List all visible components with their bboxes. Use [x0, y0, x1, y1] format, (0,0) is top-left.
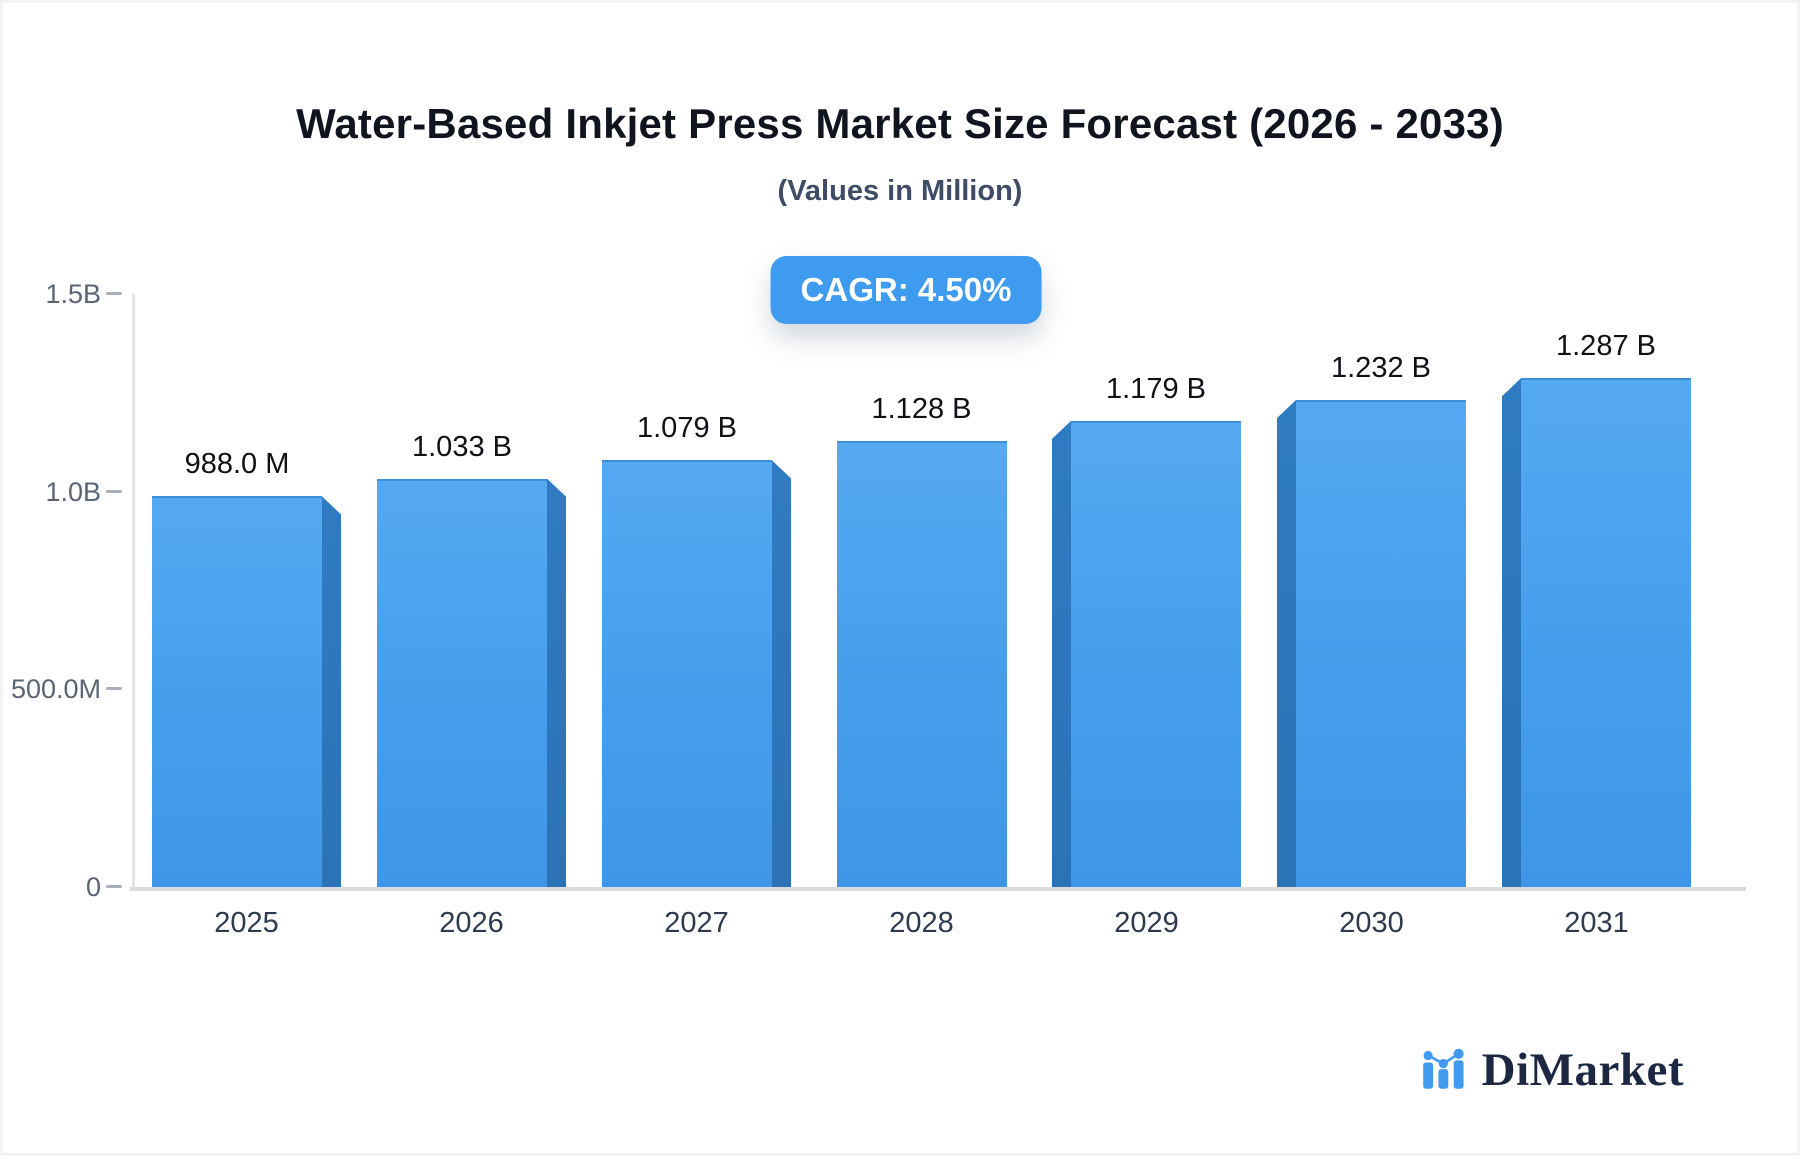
bar-value-label: 1.232 B — [1331, 351, 1431, 384]
bar-side-face[interactable] — [772, 460, 791, 887]
y-tick-dash — [106, 292, 122, 295]
bar-front-face[interactable] — [152, 496, 322, 887]
x-axis-label: 2030 — [1339, 907, 1404, 939]
bar-side-face[interactable] — [1277, 399, 1296, 887]
bar-group: 1.128 B 2028 — [809, 3, 1034, 1153]
x-axis-label: 2025 — [214, 907, 279, 939]
dimarket-logo-icon — [1421, 1046, 1469, 1095]
bar-value-label: 1.079 B — [637, 412, 737, 445]
bar-value-label: 1.128 B — [871, 393, 972, 426]
y-tick-dash — [106, 885, 122, 888]
cagr-badge: CAGR: 4.50% — [770, 256, 1042, 324]
bar-value-label: 1.287 B — [1556, 330, 1656, 363]
bar-front-face[interactable] — [1296, 399, 1466, 887]
y-tick-label: 500.0M — [10, 674, 101, 705]
chart-title: Water-Based Inkjet Press Market Size For… — [296, 100, 1504, 147]
dimarket-logo-text: DiMarket — [1481, 1044, 1684, 1096]
x-axis-line — [130, 887, 1746, 891]
bar-front-face[interactable] — [1521, 378, 1691, 887]
chart-subtitle: (Values in Million) — [777, 175, 1023, 207]
dimarket-logo: DiMarket — [1421, 1043, 1684, 1097]
bar-group: 1.179 B 2029 — [1034, 3, 1259, 1153]
x-axis-label: 2029 — [1114, 907, 1179, 939]
bar-group: 1.079 B 2027 — [584, 3, 809, 1153]
bar-front-face[interactable] — [377, 478, 547, 887]
y-tick-label: 1.5B — [45, 279, 101, 309]
bar-side-face[interactable] — [1052, 420, 1071, 887]
bar-value-label: 1.179 B — [1106, 372, 1206, 405]
x-axis-label: 2026 — [439, 907, 504, 939]
y-tick-label: 0 — [85, 872, 101, 902]
bar-value-label: 988.0 M — [184, 448, 290, 481]
bar-front-face[interactable] — [1071, 420, 1241, 887]
y-axis-line — [132, 294, 135, 887]
bar-group: 988.0 M 2025 — [134, 3, 359, 1153]
bar-side-face[interactable] — [1502, 378, 1521, 887]
bar-front-face[interactable] — [836, 441, 1007, 887]
y-tick-dash — [106, 489, 122, 493]
bar-group: 1.033 B 2026 — [359, 3, 584, 1153]
x-axis-label: 2028 — [889, 907, 954, 939]
bar-front-face[interactable] — [602, 460, 772, 887]
bar-side-face[interactable] — [322, 496, 341, 887]
bar-side-face[interactable] — [547, 478, 566, 887]
x-axis-label: 2027 — [664, 907, 729, 939]
x-axis-label: 2031 — [1564, 907, 1629, 939]
bar-group: 1.287 B 2031 — [1484, 3, 1709, 1153]
y-tick-label: 1.0B — [45, 476, 101, 507]
bar-group: 1.232 B 2030 — [1259, 3, 1484, 1153]
bar-value-label: 1.033 B — [412, 430, 512, 463]
y-tick-dash — [106, 687, 122, 691]
